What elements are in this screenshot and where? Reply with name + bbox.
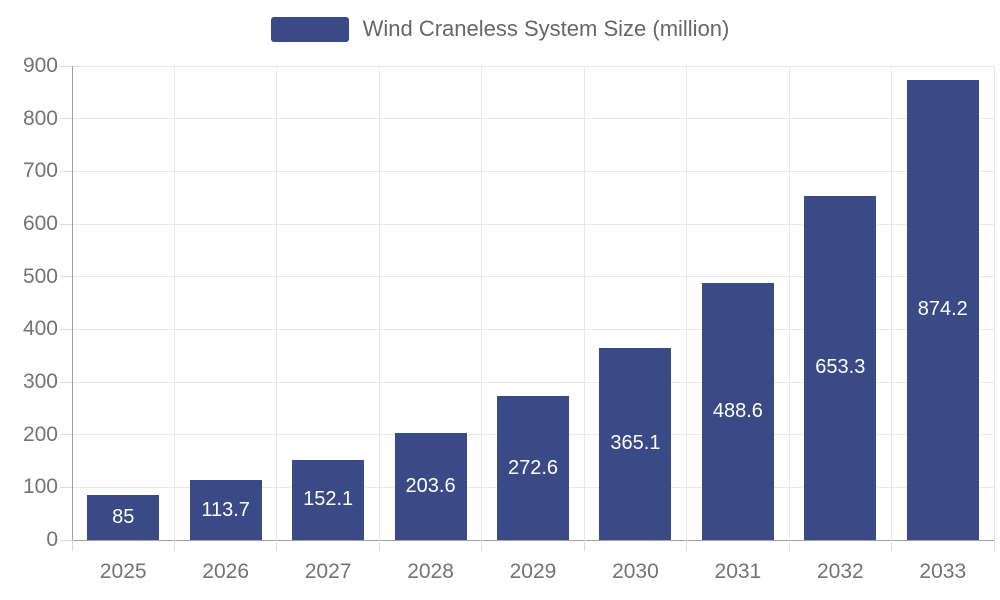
x-axis-tick-label: 2026 [202, 560, 250, 583]
y-axis-tick [60, 223, 72, 225]
y-axis-tick [60, 486, 72, 488]
bar-value-label: 272.6 [507, 456, 559, 479]
v-gridline [276, 66, 278, 540]
bar: 653.3 [804, 195, 877, 540]
bar-value-label: 152.1 [303, 488, 354, 511]
x-axis-tick-label: 2025 [99, 560, 147, 583]
v-gridline [788, 66, 790, 540]
y-axis-tick [60, 381, 72, 383]
x-axis-tick-label: 2028 [407, 560, 454, 583]
legend[interactable]: Wind Craneless System Size (million) [0, 16, 1000, 42]
bar-value-label: 653.3 [815, 356, 866, 379]
y-axis-tick [60, 65, 72, 67]
y-axis-line [72, 66, 73, 540]
bar-value-label: 365.1 [610, 432, 661, 455]
x-axis-tick [378, 540, 380, 551]
h-gridline [72, 328, 994, 330]
x-axis-tick-label: 2032 [816, 560, 864, 583]
y-axis-tick-label: 700 [22, 159, 58, 183]
y-axis-tick-label: 200 [22, 422, 58, 446]
bar: 874.2 [906, 79, 979, 540]
bar-value-label: 874.2 [917, 298, 968, 321]
h-gridline [72, 223, 994, 225]
h-gridline [72, 65, 994, 67]
y-axis-tick [60, 539, 72, 541]
legend-swatch-icon [270, 16, 349, 42]
y-axis-tick-label: 100 [22, 475, 58, 499]
y-axis-tick-label: 800 [22, 106, 58, 130]
v-gridline [686, 66, 688, 540]
v-gridline [378, 66, 380, 540]
h-gridline [72, 118, 994, 120]
x-axis-tick [686, 540, 688, 551]
y-axis-tick-label: 400 [22, 317, 58, 341]
bar-value-label: 85 [112, 506, 135, 529]
v-gridline [173, 66, 175, 540]
y-axis-tick-label: 600 [22, 212, 58, 235]
plot-area: 85 113.7 152.1 203.6 272.6 365.1 488.6 653.3 874… [72, 65, 995, 540]
x-axis-tick-label: 2030 [612, 560, 659, 583]
v-gridline [993, 66, 995, 540]
bar: 152.1 [292, 459, 365, 540]
bar-value-label: 488.6 [712, 399, 763, 422]
bar: 272.6 [497, 396, 569, 540]
x-axis-tick [481, 540, 483, 551]
x-axis-tick-label: 2029 [509, 560, 557, 583]
x-axis-line [72, 540, 995, 541]
bar: 85 [87, 495, 160, 540]
x-axis-tick [583, 540, 585, 551]
h-gridline [72, 381, 994, 383]
y-axis-tick-label: 900 [22, 54, 58, 77]
bar: 203.6 [394, 432, 467, 540]
v-gridline [481, 66, 483, 540]
y-axis-tick-label: 300 [22, 370, 58, 393]
bar: 488.6 [701, 282, 774, 540]
bar: 113.7 [189, 480, 262, 540]
v-gridline [583, 66, 585, 540]
x-axis-tick [71, 540, 73, 551]
y-axis-tick-label: 500 [22, 264, 58, 288]
x-axis-tick [173, 540, 175, 551]
x-axis-tick [891, 540, 893, 551]
x-axis-tick-label: 2033 [919, 560, 967, 583]
bar-value-label: 203.6 [405, 474, 456, 497]
x-axis-tick [993, 540, 995, 551]
y-axis-tick-label: 0 [46, 528, 58, 551]
x-axis-tick [276, 540, 278, 551]
h-gridline [72, 170, 994, 172]
x-axis-tick-label: 2027 [304, 560, 352, 583]
legend-label: Wind Craneless System Size (million) [362, 16, 730, 41]
v-gridline [891, 66, 893, 540]
y-axis-tick [60, 276, 72, 278]
h-gridline [72, 276, 994, 278]
bar-value-label: 113.7 [201, 498, 250, 521]
y-axis-tick [60, 170, 72, 172]
x-axis-tick [788, 540, 790, 551]
y-axis-tick [60, 328, 72, 330]
bar: 365.1 [599, 347, 672, 540]
y-axis-tick [60, 434, 72, 436]
x-axis-tick-label: 2031 [714, 560, 762, 583]
y-axis-tick [60, 118, 72, 120]
